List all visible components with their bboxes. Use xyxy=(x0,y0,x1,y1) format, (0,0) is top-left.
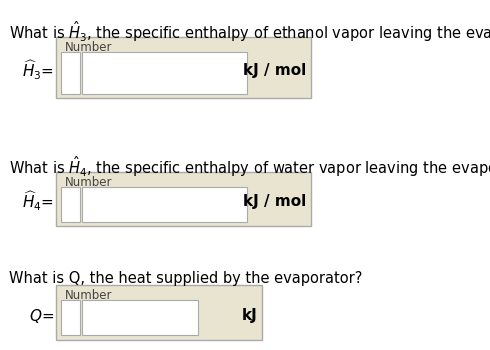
Text: Number: Number xyxy=(65,41,113,54)
Text: kJ: kJ xyxy=(242,308,257,323)
Text: kJ / mol: kJ / mol xyxy=(243,194,306,209)
Text: Number: Number xyxy=(65,176,113,189)
FancyBboxPatch shape xyxy=(56,172,311,226)
FancyBboxPatch shape xyxy=(82,52,247,94)
FancyBboxPatch shape xyxy=(82,300,198,335)
Text: $Q$=: $Q$= xyxy=(29,307,54,324)
FancyBboxPatch shape xyxy=(61,52,80,94)
Text: Number: Number xyxy=(65,289,113,302)
Text: What is $\hat{H}_4$, the specific enthalpy of water vapor leaving the evaporator: What is $\hat{H}_4$, the specific enthal… xyxy=(9,154,490,179)
FancyBboxPatch shape xyxy=(82,187,247,222)
Text: What is Q, the heat supplied by the evaporator?: What is Q, the heat supplied by the evap… xyxy=(9,271,362,286)
Text: $\widehat{H}_{4}$=: $\widehat{H}_{4}$= xyxy=(22,190,54,214)
FancyBboxPatch shape xyxy=(56,285,262,340)
Text: kJ / mol: kJ / mol xyxy=(243,63,306,78)
Text: $\widehat{H}_3$=: $\widehat{H}_3$= xyxy=(22,59,54,82)
Text: What is $\hat{H}_3$, the specific enthalpy of ethanol vapor leaving the evaporat: What is $\hat{H}_3$, the specific enthal… xyxy=(9,19,490,44)
FancyBboxPatch shape xyxy=(56,37,311,98)
FancyBboxPatch shape xyxy=(61,300,80,335)
FancyBboxPatch shape xyxy=(61,187,80,222)
